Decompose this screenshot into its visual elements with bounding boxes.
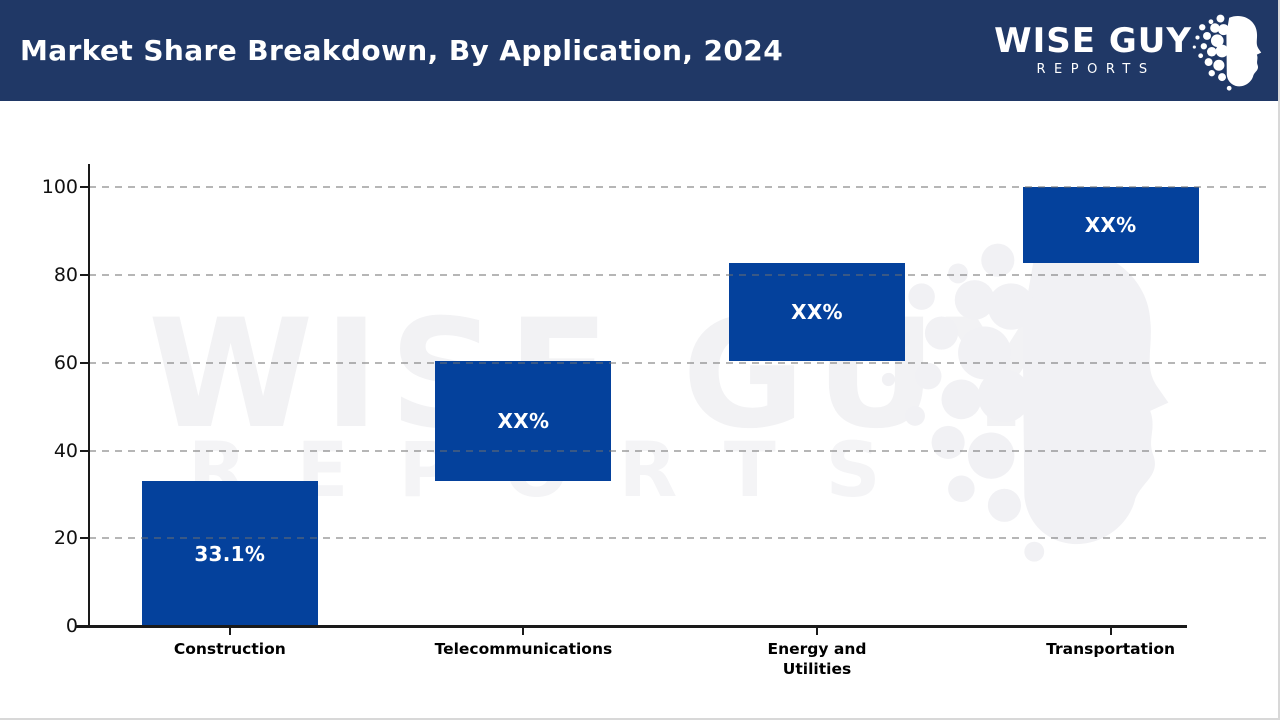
x-tick-mark: [228, 628, 231, 635]
y-tick-label: 40: [53, 439, 78, 462]
x-axis-spine: [75, 625, 1187, 628]
y-tick-mark: [80, 449, 89, 452]
bar-value-label: 33.1%: [194, 541, 266, 566]
y-tick-label: 20: [53, 527, 78, 550]
gridline-20: [89, 537, 1266, 540]
bar-transportation: XX%: [1022, 187, 1199, 264]
x-tick-label: Energy and Utilities: [767, 640, 867, 679]
logo-wordmark: WISE GUY: [994, 21, 1192, 61]
bar-value-label: XX%: [791, 299, 843, 324]
bar-telecommunications: XX%: [435, 360, 612, 481]
x-tick-label: Transportation: [1046, 640, 1176, 658]
y-tick-label: 80: [53, 263, 78, 286]
bar-construction: 33.1%: [141, 480, 318, 627]
y-tick-label: 60: [53, 351, 78, 374]
page-title: Market Share Breakdown, By Application, …: [20, 34, 784, 67]
logo-subtitle: REPORTS: [1036, 62, 1156, 77]
y-tick-mark: [80, 361, 89, 364]
gridline-100: [89, 186, 1266, 188]
logo-head-icon: [1192, 14, 1262, 91]
y-tick-mark: [80, 273, 89, 276]
gridline-40: [89, 449, 1266, 452]
x-tick-label: Construction: [173, 640, 286, 658]
x-tick-label: Telecommunications: [434, 640, 613, 658]
gridline-60: [89, 361, 1266, 364]
y-axis-spine: [88, 164, 90, 628]
bar-value-label: XX%: [1084, 213, 1137, 238]
gridline-80: [89, 273, 1266, 276]
y-tick-label: 100: [41, 176, 78, 198]
wise-guy-logo: WISE GUY REPORTS: [994, 7, 1264, 95]
bar-value-label: XX%: [497, 408, 550, 433]
bar-energy-and-utilities: XX%: [729, 263, 905, 361]
y-tick-label: 0: [65, 615, 78, 638]
x-tick-mark: [816, 628, 818, 635]
watermark-head-icon: [881, 243, 1169, 562]
header: Market Share Breakdown, By Application, …: [0, 0, 1278, 101]
x-tick-mark: [1109, 628, 1112, 635]
y-tick-mark: [80, 537, 89, 540]
x-tick-mark: [522, 628, 525, 635]
logo-text: WISE GUY REPORTS: [994, 24, 1192, 77]
y-tick-mark: [80, 186, 89, 188]
